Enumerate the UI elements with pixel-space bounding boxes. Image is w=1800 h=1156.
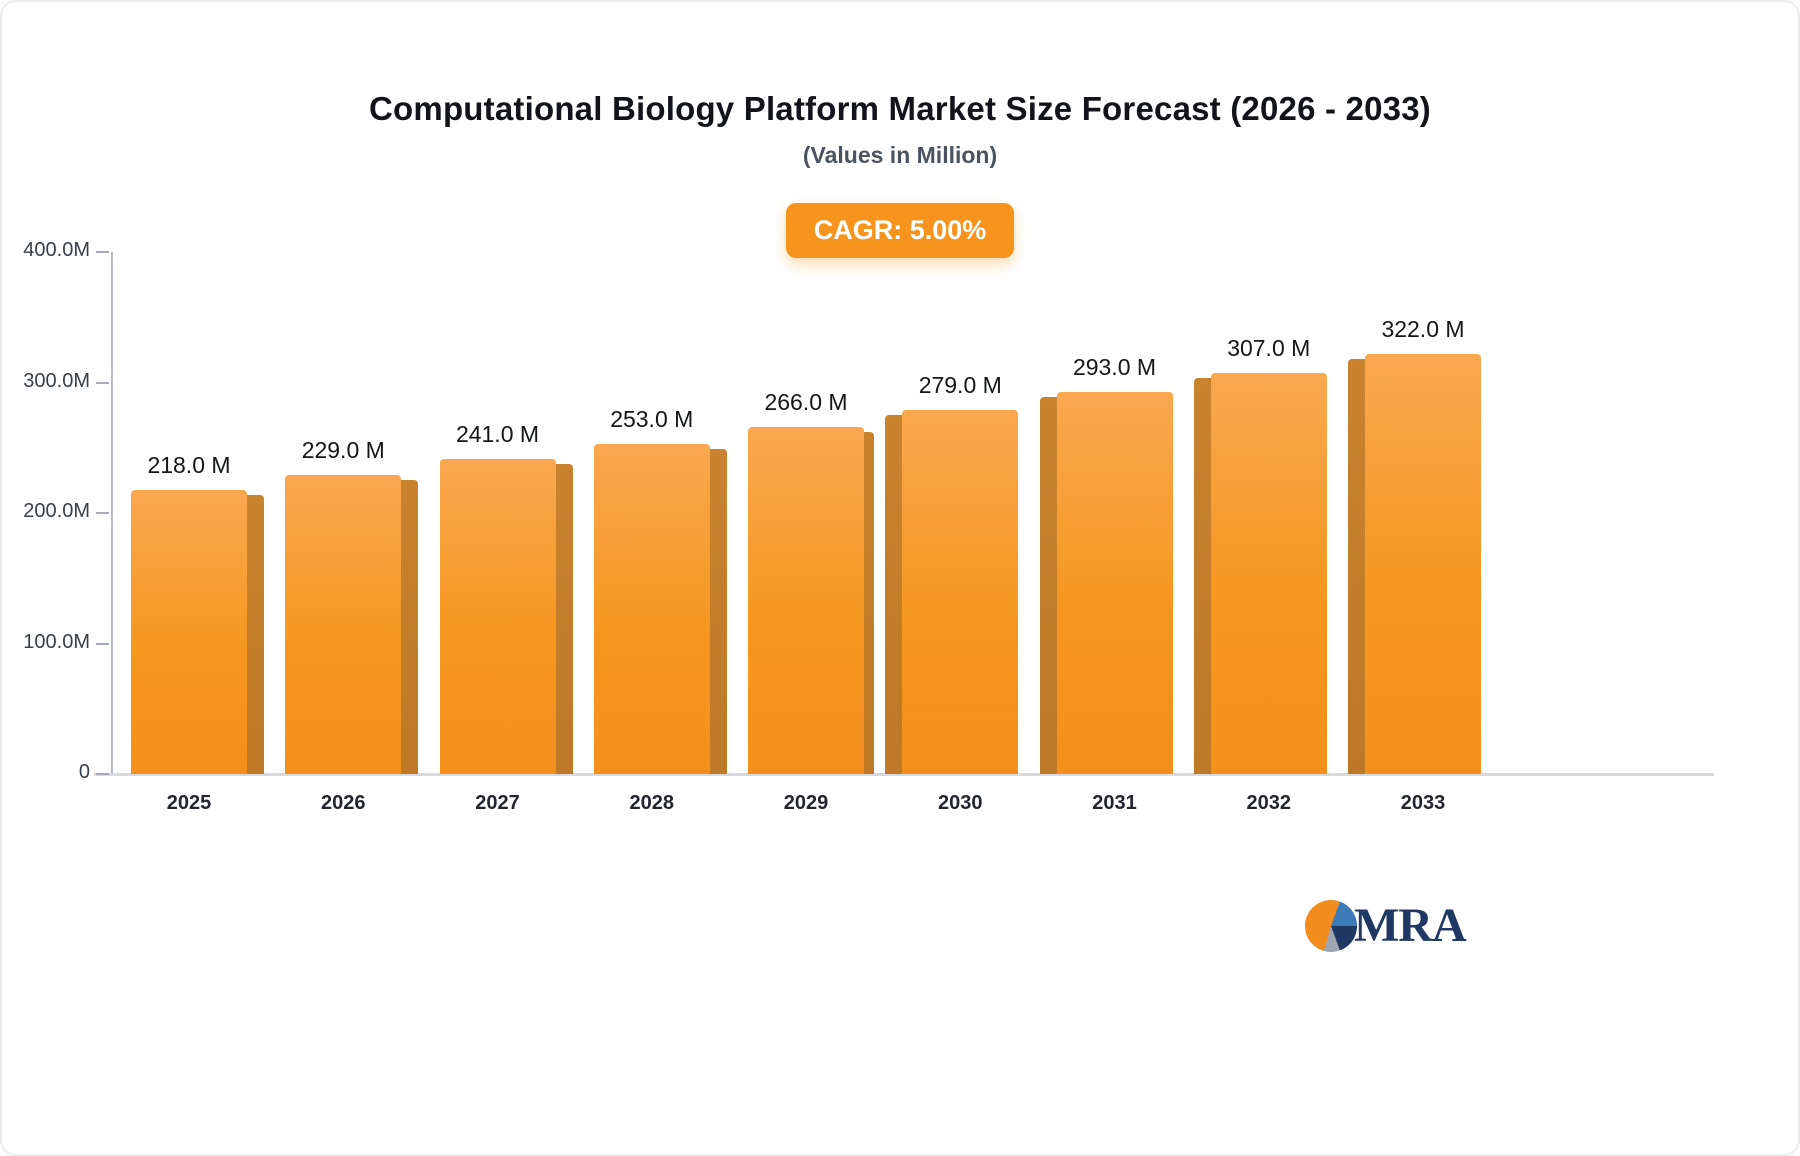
bar-side-face <box>864 431 874 774</box>
x-tick-label: 2030 <box>938 792 983 814</box>
bar-value-label: 229.0 M <box>301 437 385 464</box>
y-tick-mark <box>96 642 109 645</box>
x-tick-label: 2027 <box>475 792 520 814</box>
bar-value-label: 253.0 M <box>610 405 694 432</box>
bar-value-label: 218.0 M <box>147 451 231 478</box>
x-tick-label: 2032 <box>1246 792 1292 814</box>
x-tick-label: 2025 <box>166 792 212 814</box>
bar-main-face <box>131 489 247 774</box>
bar-side-face <box>1039 396 1057 774</box>
bar-value-label: 322.0 M <box>1381 315 1465 342</box>
x-tick-label: 2029 <box>783 792 829 814</box>
bar-main-face <box>1365 353 1481 774</box>
brand-logo-text: MRA <box>1354 899 1467 952</box>
x-tick-label: 2031 <box>1092 792 1137 814</box>
x-tick-label: 2033 <box>1400 792 1446 814</box>
bar-side-face <box>885 414 903 774</box>
y-tick-mark <box>96 381 109 384</box>
y-tick-label: 300.0M <box>23 369 90 392</box>
bar-main-face <box>439 459 556 774</box>
chart-subtitle: (Values in Million) <box>802 142 998 168</box>
bar-main-face <box>285 475 402 774</box>
y-tick-mark <box>96 251 109 253</box>
bar-side-face <box>709 448 727 774</box>
bar-value-label: 279.0 M <box>918 371 1002 398</box>
bar-side-face <box>1348 358 1365 774</box>
y-tick-label: 0 <box>78 761 90 783</box>
bar-value-label: 293.0 M <box>1072 353 1157 380</box>
y-tick-label: 100.0M <box>23 630 90 653</box>
y-tick-mark <box>96 512 109 514</box>
y-tick-label: 400.0M <box>23 239 90 261</box>
y-tick-label: 200.0M <box>23 500 90 522</box>
bar-main-face <box>1210 373 1327 774</box>
brand-pie-icon <box>1305 899 1357 952</box>
bar-side-face <box>1193 378 1211 774</box>
y-tick-mark <box>96 773 109 775</box>
bar-value-label: 241.0 M <box>455 421 540 448</box>
bar-value-label: 307.0 M <box>1227 335 1311 362</box>
bar-main-face <box>748 426 864 774</box>
bar-main-face <box>902 409 1019 774</box>
bar-side-face <box>555 464 573 774</box>
bar-value-label: 266.0 M <box>764 388 848 415</box>
bar-side-face <box>401 480 419 774</box>
bar-main-face <box>593 443 710 774</box>
x-tick-label: 2028 <box>629 792 675 814</box>
brand-logo: MRA <box>1305 898 1467 953</box>
cagr-badge: CAGR: 5.00% <box>785 203 1015 258</box>
bar-side-face <box>247 494 264 774</box>
x-tick-label: 2026 <box>321 792 366 814</box>
bar-main-face <box>1056 391 1173 774</box>
chart-title: Computational Biology Platform Market Si… <box>369 90 1431 127</box>
y-axis-line <box>111 252 113 774</box>
x-axis-line <box>94 773 1714 776</box>
